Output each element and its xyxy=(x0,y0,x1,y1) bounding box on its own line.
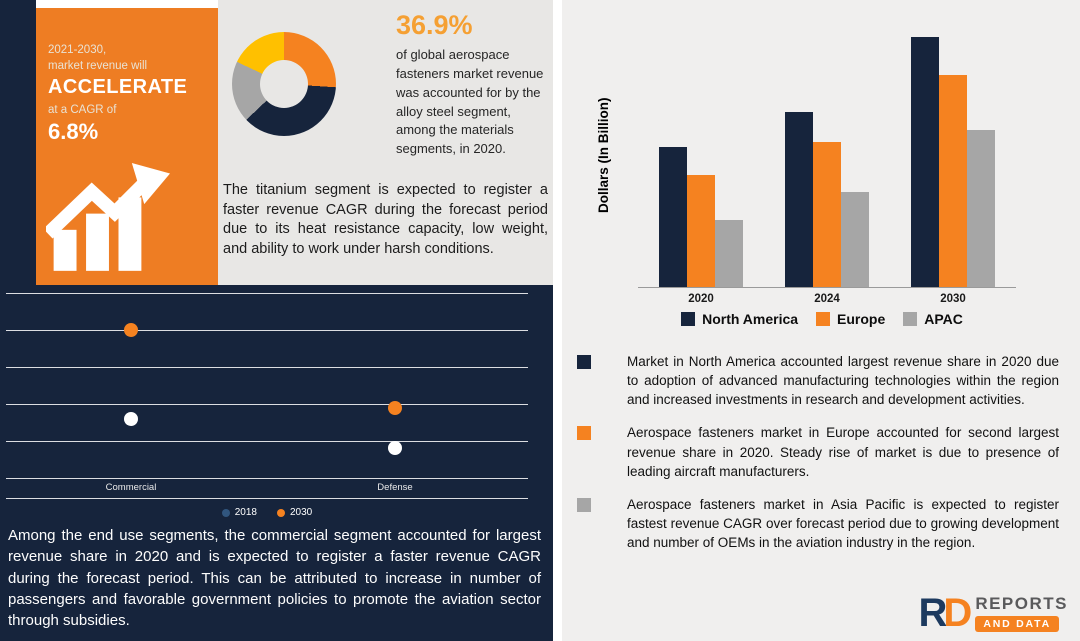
rd-monogram-r: R xyxy=(918,591,948,635)
cagr-period: 2021-2030, xyxy=(48,44,107,56)
alloy-share-text: of global aerospace fasteners market rev… xyxy=(396,47,544,157)
gridline xyxy=(6,404,528,405)
logo-text: REPORTS AND DATA xyxy=(975,594,1068,632)
legend-dot-2018 xyxy=(221,508,230,517)
bar-North America-2030 xyxy=(911,37,939,287)
bar-Europe-2024 xyxy=(813,142,841,287)
dot-2030-Defense xyxy=(387,400,402,415)
bar-legend: North America Europe APAC xyxy=(602,311,1042,327)
cagr-accelerate: ACCELERATE xyxy=(48,76,188,99)
bullet-marker-navy xyxy=(577,355,591,369)
end-use-section: Commercial Defense 2018 2030 Among the e… xyxy=(0,285,553,641)
donut-hole xyxy=(260,60,308,108)
gridline xyxy=(6,478,528,479)
x-label-2024: 2024 xyxy=(814,293,840,305)
x-label-2030: 2030 xyxy=(940,293,966,305)
bullet-text-apac: Aerospace fasteners market in Asia Pacif… xyxy=(627,496,1059,551)
gridline xyxy=(6,293,528,294)
reports-and-data-logo: RD REPORTS AND DATA xyxy=(919,593,1068,633)
bar-group-2024 xyxy=(764,25,890,287)
legend-label-north-america: North America xyxy=(702,311,799,327)
bar-North America-2020 xyxy=(659,147,687,287)
bar-APAC-2020 xyxy=(715,219,743,287)
alloy-column: 36.9% of global aerospace fasteners mark… xyxy=(396,10,548,159)
bullet-marker-gray xyxy=(577,497,591,512)
dot-2018-Defense xyxy=(387,441,402,456)
bullet-marker-orange xyxy=(577,426,591,441)
legend-item-apac: APAC xyxy=(903,311,963,327)
category-label-defense: Defense xyxy=(377,482,413,493)
legend-label-apac: APAC xyxy=(924,311,963,327)
donut-chart xyxy=(232,32,336,136)
y-axis-label: Dollars (In Billion) xyxy=(596,97,611,213)
legend-dot-2030 xyxy=(277,508,285,517)
logo-reports: REPORTS xyxy=(975,594,1068,613)
bar-Europe-2030 xyxy=(939,74,967,287)
alloy-share-value: 36.9% xyxy=(396,10,473,40)
legend-label-2030: 2030 xyxy=(290,507,313,518)
bullet-text-europe: Aerospace fasteners market in Europe acc… xyxy=(627,425,1059,479)
legend-swatch-europe xyxy=(816,312,831,326)
legend-item-2018: 2018 xyxy=(221,507,257,518)
end-use-note: Among the end use segments, the commerci… xyxy=(8,527,541,630)
legend-label-2018: 2018 xyxy=(234,507,257,518)
dotplot-legend: 2018 2030 xyxy=(6,507,528,518)
legend-item-europe: Europe xyxy=(816,311,885,327)
legend-swatch-north-america xyxy=(681,312,696,326)
bullet-text-north-america: Market in North America accounted larges… xyxy=(627,354,1059,408)
bar-APAC-2030 xyxy=(967,129,995,287)
bullet-north-america: Market in North America accounted larges… xyxy=(577,352,1059,409)
titanium-note: The titanium segment is expected to regi… xyxy=(223,182,548,258)
legend-swatch-apac xyxy=(903,312,918,326)
dot-2018-Commercial xyxy=(124,411,139,426)
bar-North America-2024 xyxy=(785,112,813,287)
regional-section: Dollars (In Billion) 2020 2024 2030 Nort… xyxy=(562,0,1080,641)
dotplot xyxy=(6,293,528,479)
bar-group-2020 xyxy=(638,25,764,287)
gridline xyxy=(6,367,528,368)
category-label-commercial: Commercial xyxy=(105,482,157,493)
axis-line xyxy=(6,498,528,499)
cagr-prefix: at a CAGR of xyxy=(48,104,117,117)
cagr-highlight-box: 2021-2030, market revenue will ACCELERAT… xyxy=(36,8,218,285)
bullet-apac: Aerospace fasteners market in Asia Pacif… xyxy=(577,495,1059,552)
legend-item-2030: 2030 xyxy=(277,507,312,518)
legend-label-europe: Europe xyxy=(837,311,886,327)
x-label-2020: 2020 xyxy=(688,293,714,305)
logo-and-data: AND DATA xyxy=(975,616,1059,632)
bar-chart xyxy=(638,25,1016,288)
rd-monogram: RD xyxy=(918,591,973,635)
bar-APAC-2024 xyxy=(841,192,869,287)
bullet-europe: Aerospace fasteners market in Europe acc… xyxy=(577,423,1059,480)
left-accent-strip xyxy=(0,0,36,285)
legend-item-north-america: North America xyxy=(681,311,798,327)
materials-section: 36.9% of global aerospace fasteners mark… xyxy=(218,0,553,285)
bar-Europe-2020 xyxy=(687,174,715,287)
region-bullets: Market in North America accounted larges… xyxy=(577,352,1059,566)
cagr-line: market revenue will xyxy=(48,60,148,73)
cagr-value: 6.8% xyxy=(48,119,99,145)
bar-group-2030 xyxy=(890,25,1016,287)
growth-arrow-icon xyxy=(46,163,170,271)
dot-2030-Commercial xyxy=(124,323,139,337)
x-axis-labels: 2020 2024 2030 xyxy=(638,293,1016,305)
gridline xyxy=(6,330,528,331)
gridline xyxy=(6,441,528,442)
rd-monogram-d: D xyxy=(943,591,972,635)
